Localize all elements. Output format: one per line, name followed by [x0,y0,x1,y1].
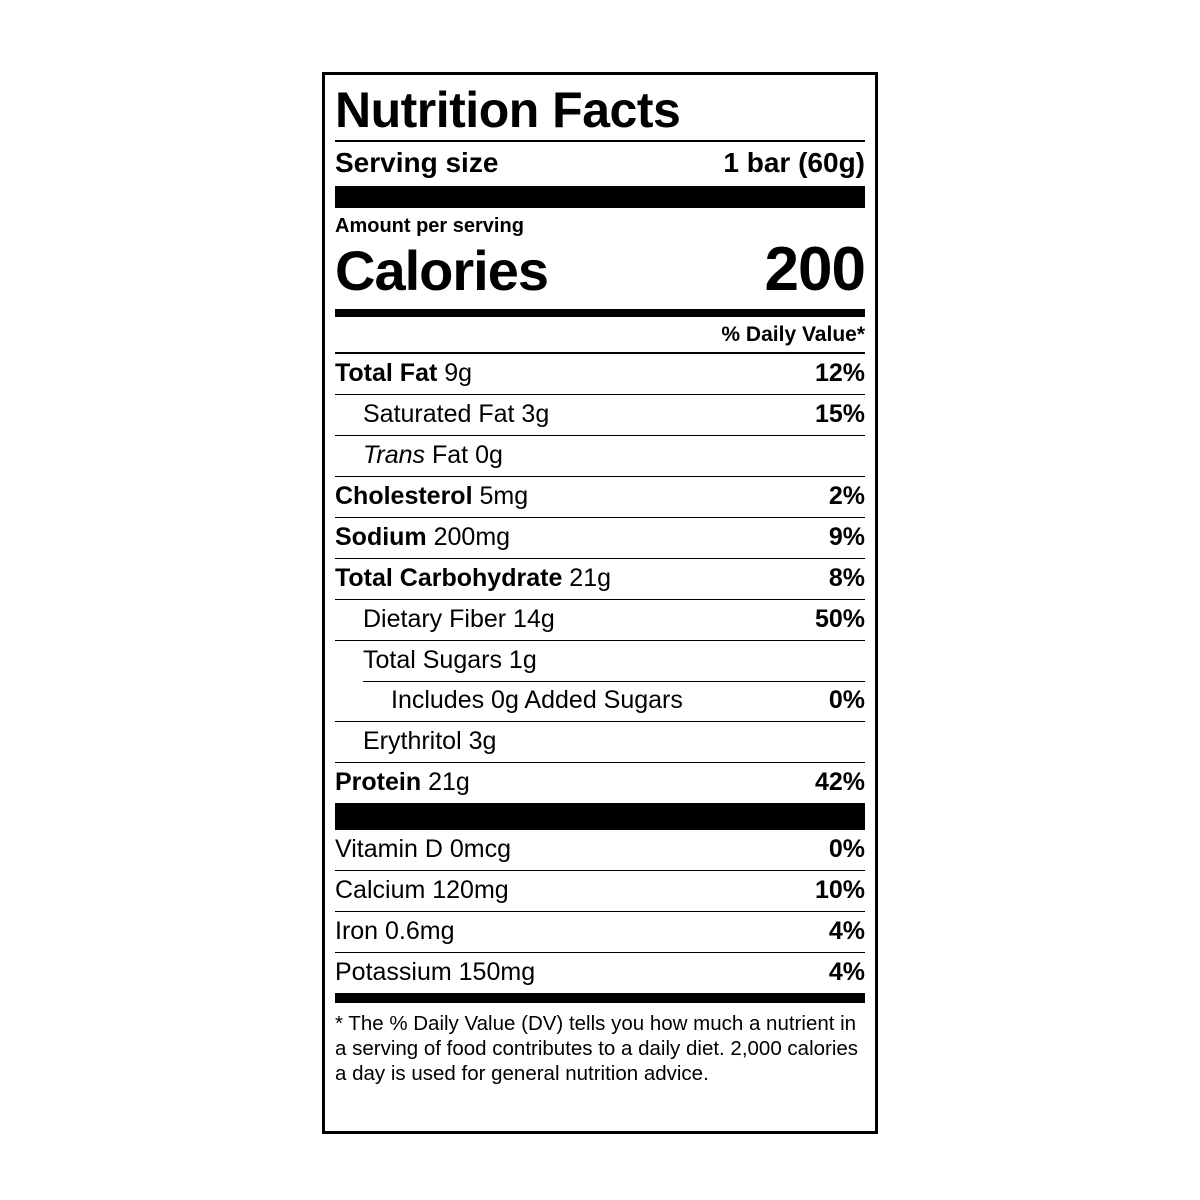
calories-label: Calories [335,239,549,302]
vitamin-name-calcium: Calcium 120mg [335,876,509,904]
nutrient-row-sodium: Sodium 200mg 9% [335,517,865,558]
vitamin-name-potassium: Potassium 150mg [335,958,536,986]
daily-value-footnote: * The % Daily Value (DV) tells you how m… [335,1012,859,1085]
page-title: Nutrition Facts [335,82,681,138]
divider-thick-under-protein [335,803,865,830]
nutrition-facts-label: Nutrition Facts Serving size 1 bar (60g)… [322,72,878,1134]
vitamin-name-vitamin-d: Vitamin D 0mcg [335,835,511,863]
nutrient-dv-dietary-fiber: 50% [814,605,865,633]
nutrient-row-trans-fat: Trans Fat 0g [335,435,865,476]
nutrient-amount: 9g [437,359,473,387]
nutrient-row-total-carbohydrate: Total Carbohydrate 21g 8% [335,558,865,599]
vitamin-row-calcium: Calcium 120mg 10% [335,870,865,911]
calories-value: 200 [764,235,866,304]
nutrient-row-total-fat: Total Fat 9g 12% [335,352,865,394]
nutrient-amount: 21g [421,768,470,796]
nutrient-name-erythritol: Erythritol 3g [363,727,497,755]
vitamin-row-iron: Iron 0.6mg 4% [335,911,865,952]
nutrient-name-italic: Trans [363,441,426,469]
nutrient-name-trans-fat: Trans Fat 0g [335,441,503,470]
divider-under-calories [335,309,865,317]
nutrient-name-total-fat: Total Fat 9g [335,359,472,388]
nutrient-dv-total-fat: 12% [814,359,865,387]
serving-size-row: Serving size 1 bar (60g) [335,142,865,186]
nutrient-row-saturated-fat: Saturated Fat 3g 15% [335,394,865,435]
vitamin-dv-iron: 4% [828,917,865,945]
vitamin-dv-calcium: 10% [814,876,865,904]
nutrient-dv-sodium: 9% [828,523,865,551]
nutrient-name-total-carbohydrate: Total Carbohydrate 21g [335,564,611,593]
nutrient-row-total-sugars: Total Sugars 1g [335,640,865,681]
nutrient-name-dietary-fiber: Dietary Fiber 14g [363,605,555,633]
nutrient-name-bold: Protein [335,768,422,796]
calories-row: Calories 200 [335,234,866,307]
vitamin-row-potassium: Potassium 150mg 4% [335,952,865,993]
nutrient-dv-cholesterol: 2% [828,482,865,510]
nutrient-name-bold: Total Fat [335,359,438,387]
nutrient-name-bold: Sodium [335,523,427,551]
nutrient-row-erythritol: Erythritol 3g [335,721,865,762]
nutrient-row-dietary-fiber: Dietary Fiber 14g 50% [335,599,865,640]
nutrient-name-sodium: Sodium 200mg [335,523,510,552]
nutrient-dv-total-carbohydrate: 8% [828,564,865,592]
nutrient-amount: 200mg [426,523,511,551]
nutrient-row-cholesterol: Cholesterol 5mg 2% [335,476,865,517]
amount-per-serving-label: Amount per serving [335,215,524,237]
divider-thick-under-serving [335,186,865,208]
nutrient-amount: 5mg [472,482,529,510]
vitamin-row-vitamin-d: Vitamin D 0mcg 0% [335,830,865,870]
nutrient-row-protein: Protein 21g 42% [335,762,865,803]
serving-size-label: Serving size [335,147,499,178]
nutrient-name-bold: Cholesterol [335,482,473,510]
nutrient-row-added-sugars: Includes 0g Added Sugars 0% [335,681,865,721]
nutrient-name-bold: Total Carbohydrate [335,564,563,592]
nutrient-amount: 21g [562,564,612,592]
serving-size-value: 1 bar (60g) [723,147,865,178]
nutrient-name-saturated-fat: Saturated Fat 3g [363,400,550,428]
nutrient-name-added-sugars: Includes 0g Added Sugars [391,686,683,714]
divider-under-title [335,140,865,142]
daily-value-header: % Daily Value* [721,323,865,346]
nutrient-dv-protein: 42% [814,768,865,796]
vitamin-name-iron: Iron 0.6mg [335,917,455,945]
divider-above-footnote [335,993,865,1003]
nutrient-name-cholesterol: Cholesterol 5mg [335,482,528,511]
nutrient-name-total-sugars: Total Sugars 1g [363,646,537,674]
vitamin-dv-potassium: 4% [828,958,865,986]
nutrient-dv-added-sugars: 0% [828,686,865,714]
nutrient-name-protein: Protein 21g [335,768,470,797]
nutrient-dv-saturated-fat: 15% [814,400,865,428]
vitamin-dv-vitamin-d: 0% [828,835,865,863]
nutrient-amount: Fat 0g [425,441,503,469]
